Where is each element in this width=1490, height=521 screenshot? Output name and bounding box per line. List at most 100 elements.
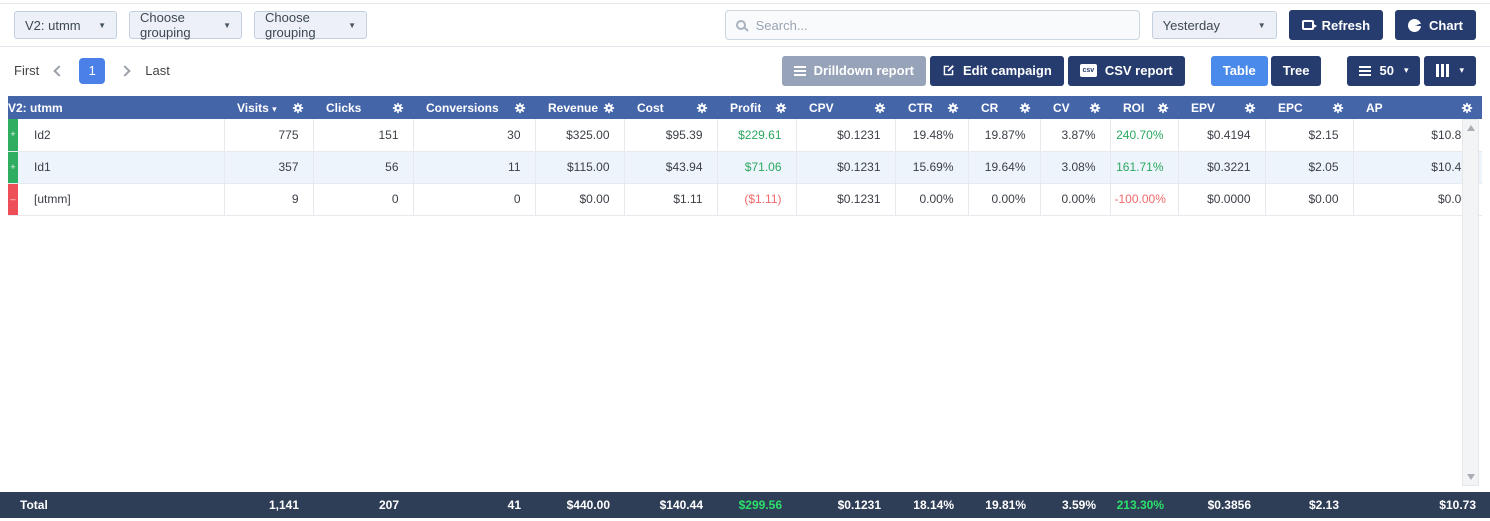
scroll-down-icon[interactable] [1466, 474, 1475, 480]
column-label: ROI [1123, 100, 1145, 115]
cell-ctr: 15.69% [895, 151, 969, 184]
search-input[interactable] [753, 16, 1129, 34]
chevron-left-icon[interactable] [53, 64, 65, 77]
column-settings-gear-icon[interactable] [514, 102, 526, 114]
column-header-visits[interactable]: Visits ▾ [224, 96, 313, 119]
column-header-name[interactable]: V2: utmm [8, 96, 224, 119]
date-range-select[interactable]: Yesterday ▼ [1151, 11, 1277, 39]
column-settings-gear-icon[interactable] [1244, 102, 1256, 114]
column-label: Revenue [548, 100, 599, 115]
cell-epc: $2.15 [1265, 119, 1354, 152]
pagination-first[interactable]: First [14, 63, 40, 78]
column-settings-gear-icon[interactable] [1157, 102, 1169, 114]
search-box [724, 10, 1140, 40]
grouping-select-2[interactable]: Choose grouping ▼ [254, 10, 367, 40]
edit-campaign-button[interactable]: Edit campaign [929, 55, 1064, 86]
cell-profit: $229.61 [717, 119, 797, 152]
cell-cpv: $0.1231 [796, 119, 896, 152]
csv-report-button[interactable]: CSV report [1067, 55, 1185, 86]
total-profit: $299.56 [738, 498, 782, 512]
rows-per-page-button[interactable]: 50 ▾ [1347, 55, 1421, 86]
column-header-conversions[interactable]: Conversions [413, 96, 535, 119]
cell-epc: $0.00 [1265, 183, 1354, 216]
column-header-revenue[interactable]: Revenue [535, 96, 624, 119]
scroll-up-icon[interactable] [1466, 125, 1475, 131]
grouping-select-1[interactable]: Choose grouping ▼ [129, 10, 242, 40]
column-header-cv[interactable]: CV [1040, 96, 1110, 119]
table-row[interactable]: Id277515130$325.00$95.39$229.61$0.123119… [8, 119, 1482, 152]
grouping-select-2-value: Choose grouping [265, 10, 316, 40]
cell-epv: $0.0000 [1178, 183, 1266, 216]
column-settings-gear-icon[interactable] [696, 102, 708, 114]
chevron-right-icon[interactable] [119, 64, 131, 77]
column-settings-gear-icon[interactable] [1461, 102, 1473, 114]
total-epc: $2.13 [1308, 498, 1339, 512]
column-label: Clicks [326, 100, 362, 115]
rows-per-page-value: 50 [1379, 63, 1394, 78]
column-label: CPV [809, 100, 834, 115]
table-row[interactable]: Id1 3575611$115.00$43.94$71.06$0.123115.6… [8, 151, 1482, 184]
cell-conversions: 0 [413, 183, 536, 216]
column-header-epc[interactable]: EPC [1265, 96, 1353, 119]
chevron-down-icon: ▾ [1403, 65, 1409, 75]
drilldown-report-button[interactable]: Drilldown report [781, 55, 926, 86]
column-header-clicks[interactable]: Clicks [313, 96, 413, 119]
column-header-profit[interactable]: Profit [717, 96, 796, 119]
column-settings-gear-icon[interactable] [1089, 102, 1101, 114]
column-header-epv[interactable]: EPV [1178, 96, 1265, 119]
tree-view-button[interactable]: Tree [1270, 55, 1322, 86]
column-settings-gear-icon[interactable] [292, 102, 304, 114]
column-settings-gear-icon[interactable] [1332, 102, 1344, 114]
cell-cr: 19.64% [968, 151, 1041, 184]
top-toolbar: V2: utmm ▼ Choose grouping ▼ Choose grou… [0, 3, 1490, 47]
cell-cr: 0.00% [968, 183, 1041, 216]
total-visits: 1,141 [268, 498, 299, 512]
cell-epv: $0.3221 [1178, 151, 1266, 184]
pagination-page-1[interactable]: 1 [79, 57, 106, 84]
column-label: AP [1366, 100, 1383, 115]
table-view-button[interactable]: Table [1210, 55, 1268, 86]
row-status-indicator[interactable] [8, 151, 18, 183]
column-header-ap[interactable]: AP [1353, 96, 1482, 119]
pagination-last[interactable]: Last [145, 63, 170, 78]
cell-clicks: 151 [313, 119, 414, 152]
column-header-cr[interactable]: CR [968, 96, 1040, 119]
columns-button[interactable]: ▾ [1424, 55, 1476, 86]
columns-icon [1441, 64, 1445, 77]
column-label: CR [981, 100, 999, 115]
refresh-button[interactable]: Refresh [1288, 10, 1384, 40]
column-settings-gear-icon[interactable] [1019, 102, 1031, 114]
cell-visits: 9 [224, 183, 314, 216]
chevron-down-icon: ▼ [348, 20, 356, 30]
vertical-scrollbar[interactable] [1462, 119, 1479, 486]
variable-select[interactable]: V2: utmm ▼ [14, 11, 117, 39]
column-header-cost[interactable]: Cost [624, 96, 717, 119]
column-label: CV [1053, 100, 1070, 115]
cell-roi: -100.00% [1110, 183, 1179, 216]
column-settings-gear-icon[interactable] [603, 102, 615, 114]
row-name: [utmm] [34, 192, 71, 206]
rows-icon [1359, 69, 1372, 72]
row-status-indicator[interactable] [8, 119, 18, 151]
total-clicks: 207 [378, 498, 399, 512]
column-settings-gear-icon[interactable] [775, 102, 787, 114]
column-header-roi[interactable]: ROI [1110, 96, 1178, 119]
variable-select-value: V2: utmm [25, 17, 81, 33]
column-settings-gear-icon[interactable] [874, 102, 886, 114]
chart-label: Chart [1429, 17, 1463, 33]
csv-report-label: CSV report [1104, 63, 1173, 78]
row-status-indicator[interactable] [8, 183, 18, 215]
column-settings-gear-icon[interactable] [947, 102, 959, 114]
chevron-down-icon: ▼ [223, 20, 231, 30]
report-table-area: V2: utmm Visits ▾ Clicks Conversions Reve… [0, 94, 1490, 518]
chevron-down-icon: ▼ [98, 20, 106, 30]
column-header-cpv[interactable]: CPV [796, 96, 895, 119]
chart-button[interactable]: Chart [1395, 10, 1476, 40]
column-label: CTR [908, 100, 933, 115]
date-range-value: Yesterday [1162, 17, 1220, 33]
column-settings-gear-icon[interactable] [392, 102, 404, 114]
cell-ap: $10.83 [1353, 119, 1482, 152]
table-row[interactable]: [utmm]900$0.00$1.11($1.11)$0.12310.00%0.… [8, 183, 1482, 216]
column-header-ctr[interactable]: CTR [895, 96, 968, 119]
cell-visits: 775 [224, 119, 314, 152]
